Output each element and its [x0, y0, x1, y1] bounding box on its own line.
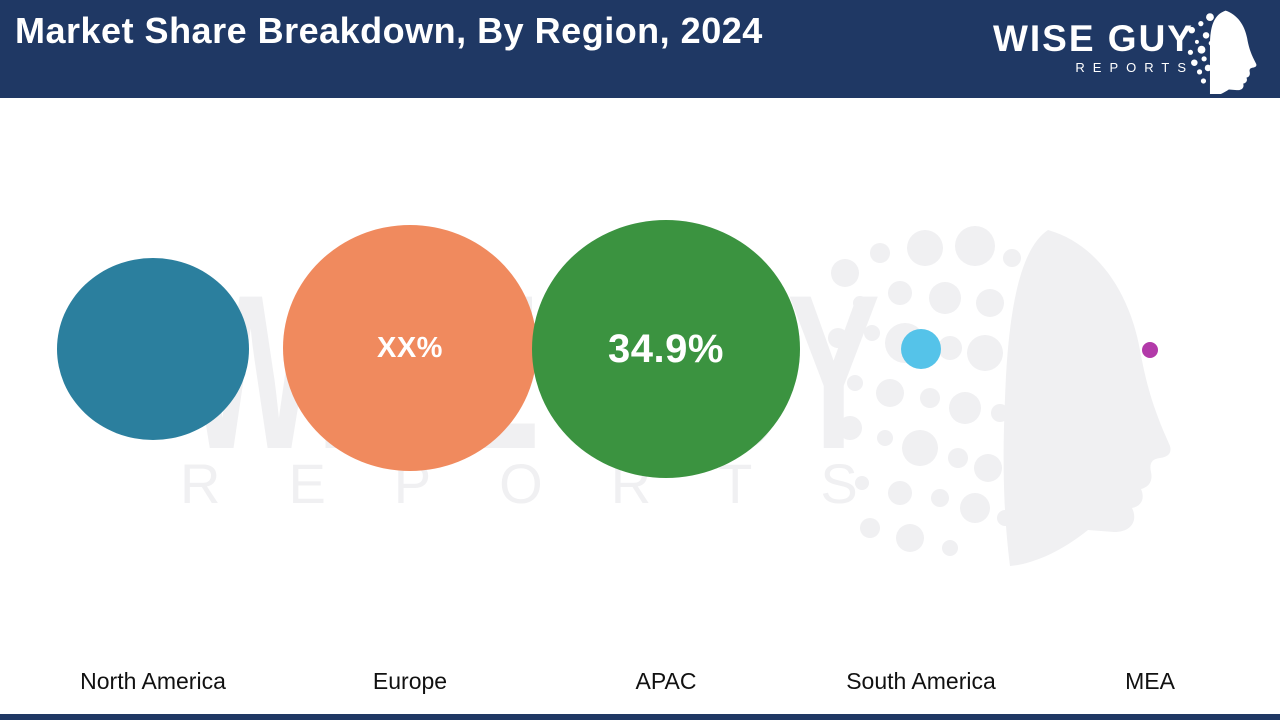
category-label-mea: MEA	[1125, 668, 1175, 694]
chart-area: WISE GUY REPORTS XX%34.9% North AmericaE…	[0, 98, 1280, 720]
watermark-subtext: REPORTS	[180, 452, 926, 515]
logo-wordmark: WISE GUY	[992, 18, 1194, 59]
footer-bar	[0, 714, 1280, 720]
bubble-value-label: 34.9%	[608, 326, 724, 371]
brand-logo: WISE GUY REPORTS	[993, 8, 1266, 94]
category-label-south-america: South America	[846, 668, 996, 694]
logo-subtext: REPORTS	[1075, 60, 1194, 75]
bubble-apac: 34.9%	[532, 220, 800, 478]
category-label-north-america: North America	[80, 668, 226, 694]
bubble-europe: XX%	[283, 225, 537, 471]
bubble-value-label: XX%	[377, 331, 443, 364]
bubble-south-america	[901, 329, 941, 369]
logo-text: WISE GUY REPORTS	[993, 20, 1194, 75]
category-label-europe: Europe	[372, 668, 448, 694]
header-bar: Market Share Breakdown, By Region, 2024 …	[0, 0, 1280, 98]
bubble-north-america	[57, 258, 249, 440]
bubble-mea	[1142, 342, 1158, 358]
category-label-apac: APAC	[635, 668, 697, 694]
logo-face-icon	[1187, 10, 1257, 94]
chart-title: Market Share Breakdown, By Region, 2024	[15, 10, 763, 51]
